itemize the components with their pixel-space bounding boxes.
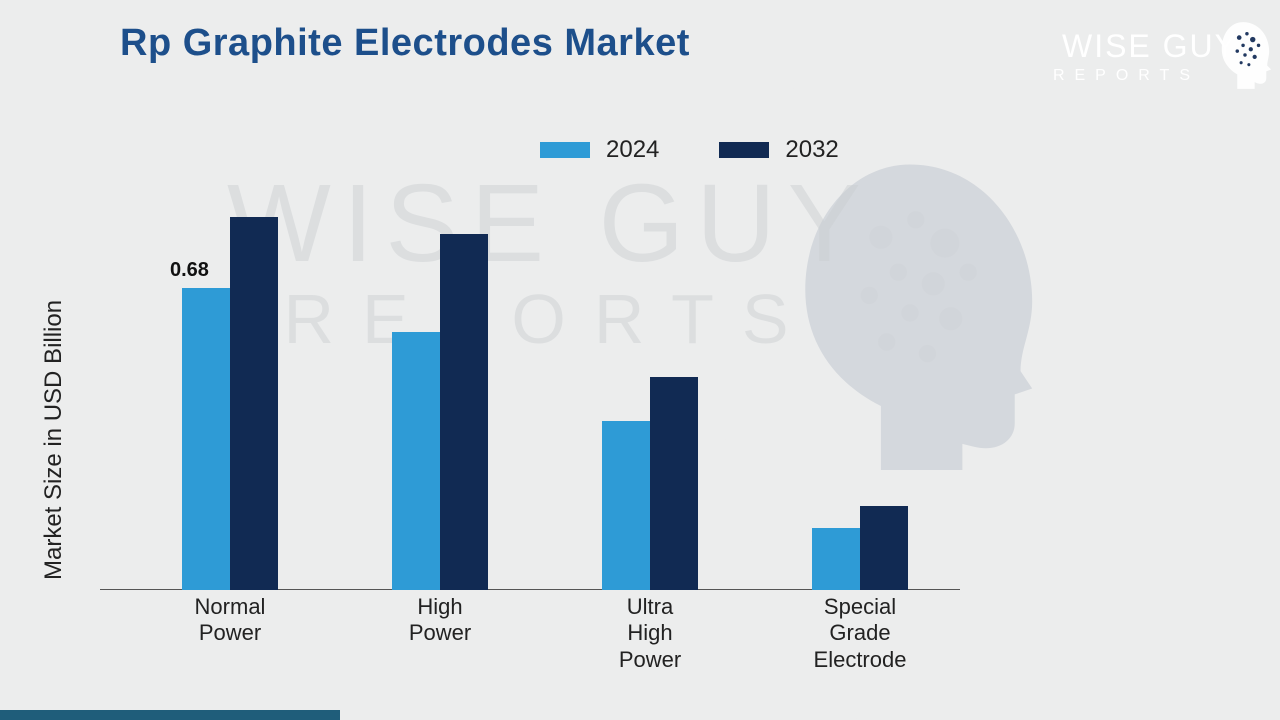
bar-3-1: [860, 506, 908, 590]
plot-area: 0.68: [100, 190, 940, 590]
legend-swatch-1: [719, 142, 769, 158]
legend-label-0: 2024: [606, 136, 659, 164]
brand-logo: WISE GUY REPORTS: [1053, 28, 1238, 85]
legend-item-1: 2032: [719, 136, 838, 164]
chart-canvas: WISE GUY REPORTS Rp Graphite Electrodes …: [0, 0, 1280, 720]
bar-0-0: [182, 288, 230, 590]
brand-head-icon: [1216, 20, 1274, 90]
bar-value-label: 0.68: [170, 259, 209, 282]
brand-line2: REPORTS: [1053, 67, 1238, 85]
bar-1-1: [440, 234, 488, 590]
x-label-0: NormalPower: [150, 594, 310, 647]
x-label-1: HighPower: [360, 594, 520, 647]
bar-1-0: [392, 332, 440, 590]
chart-title: Rp Graphite Electrodes Market: [120, 22, 690, 65]
legend: 2024 2032: [540, 136, 839, 164]
legend-swatch-0: [540, 142, 590, 158]
bar-0-1: [230, 217, 278, 590]
x-label-3: SpecialGradeElectrode: [780, 594, 940, 673]
legend-label-1: 2032: [785, 136, 838, 164]
y-axis-label: Market Size in USD Billion: [40, 300, 68, 580]
x-label-2: UltraHighPower: [570, 594, 730, 673]
legend-item-0: 2024: [540, 136, 659, 164]
brand-line1: WISE GUY: [1053, 28, 1238, 65]
bar-3-0: [812, 528, 860, 590]
bar-2-0: [602, 421, 650, 590]
bar-2-1: [650, 377, 698, 590]
bottom-accent-bar: [0, 710, 340, 720]
